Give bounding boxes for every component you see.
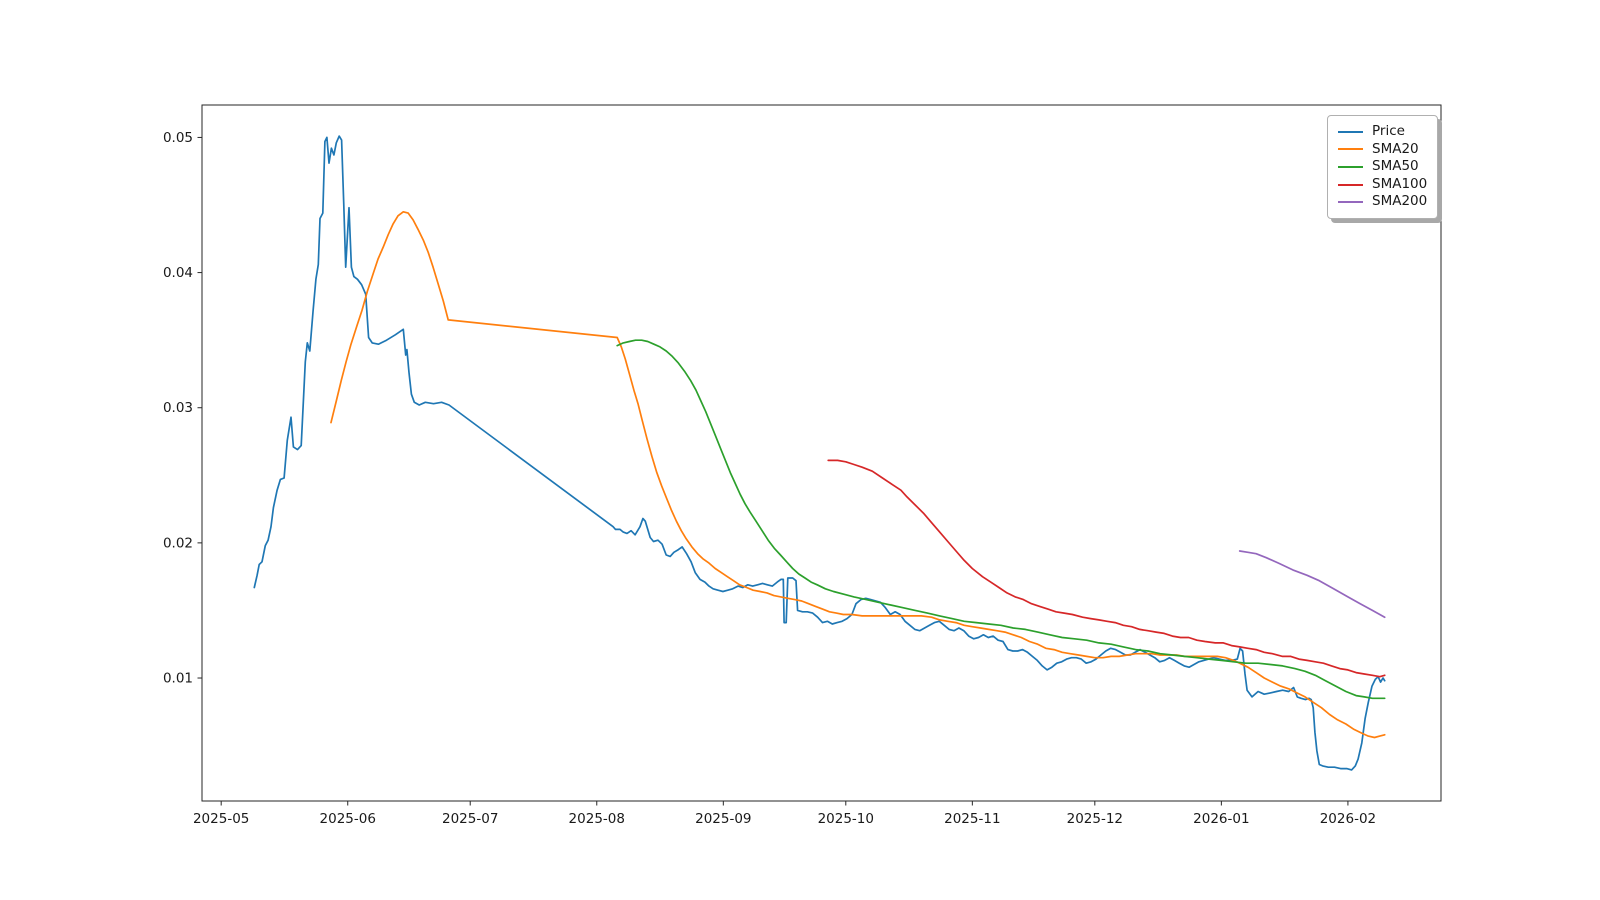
legend-line-swatch — [1338, 183, 1363, 186]
legend-label: SMA100 — [1372, 175, 1428, 192]
axis-ticks: 2025-05 2025-06 2025-07 2025-08 2025-09 2025-… — [163, 130, 1376, 827]
x-tick-label: 2025-08 — [569, 811, 625, 827]
series-line-sma100 — [827, 459, 1386, 678]
legend-line-swatch — [1338, 165, 1363, 168]
y-tick-label: 0.03 — [163, 400, 193, 416]
x-tick-label: 2025-05 — [193, 811, 249, 827]
legend-label: Price — [1372, 123, 1405, 140]
series-line-sma50 — [616, 339, 1386, 700]
x-tick-label: 2025-10 — [818, 811, 874, 827]
x-tick-label: 2025-12 — [1067, 811, 1123, 827]
series-line-sma200 — [1238, 550, 1386, 619]
legend-line-swatch — [1338, 201, 1363, 204]
legend-item-price: Price — [1338, 123, 1427, 141]
y-tick-label: 0.02 — [163, 535, 193, 551]
legend-line-swatch — [1338, 148, 1363, 151]
legend-item-sma50: SMA50 — [1338, 158, 1427, 176]
legend-line-swatch — [1338, 130, 1363, 133]
x-tick-label: 2025-09 — [695, 811, 751, 827]
legend-label: SMA20 — [1372, 140, 1419, 157]
y-tick-label: 0.05 — [163, 130, 193, 146]
legend-item-sma20: SMA20 — [1338, 141, 1427, 159]
x-tick-label: 2025-11 — [944, 811, 1000, 827]
legend-item-sma200: SMA200 — [1338, 193, 1427, 211]
y-tick-label: 0.01 — [163, 671, 193, 687]
series-line-price — [253, 135, 1386, 771]
x-tick-label: 2025-07 — [442, 811, 498, 827]
x-tick-label: 2026-01 — [1193, 811, 1249, 827]
series-lines — [253, 135, 1386, 771]
legend: Price SMA20 SMA50 SMA100 SMA200 — [1327, 115, 1439, 219]
legend-label: SMA50 — [1372, 158, 1419, 175]
legend-item-sma100: SMA100 — [1338, 176, 1427, 194]
y-tick-label: 0.04 — [163, 265, 193, 281]
x-tick-label: 2025-06 — [320, 811, 376, 827]
x-tick-label: 2026-02 — [1320, 811, 1376, 827]
series-line-sma20 — [330, 210, 1386, 739]
legend-label: SMA200 — [1372, 193, 1428, 210]
plot-border — [201, 104, 1442, 802]
